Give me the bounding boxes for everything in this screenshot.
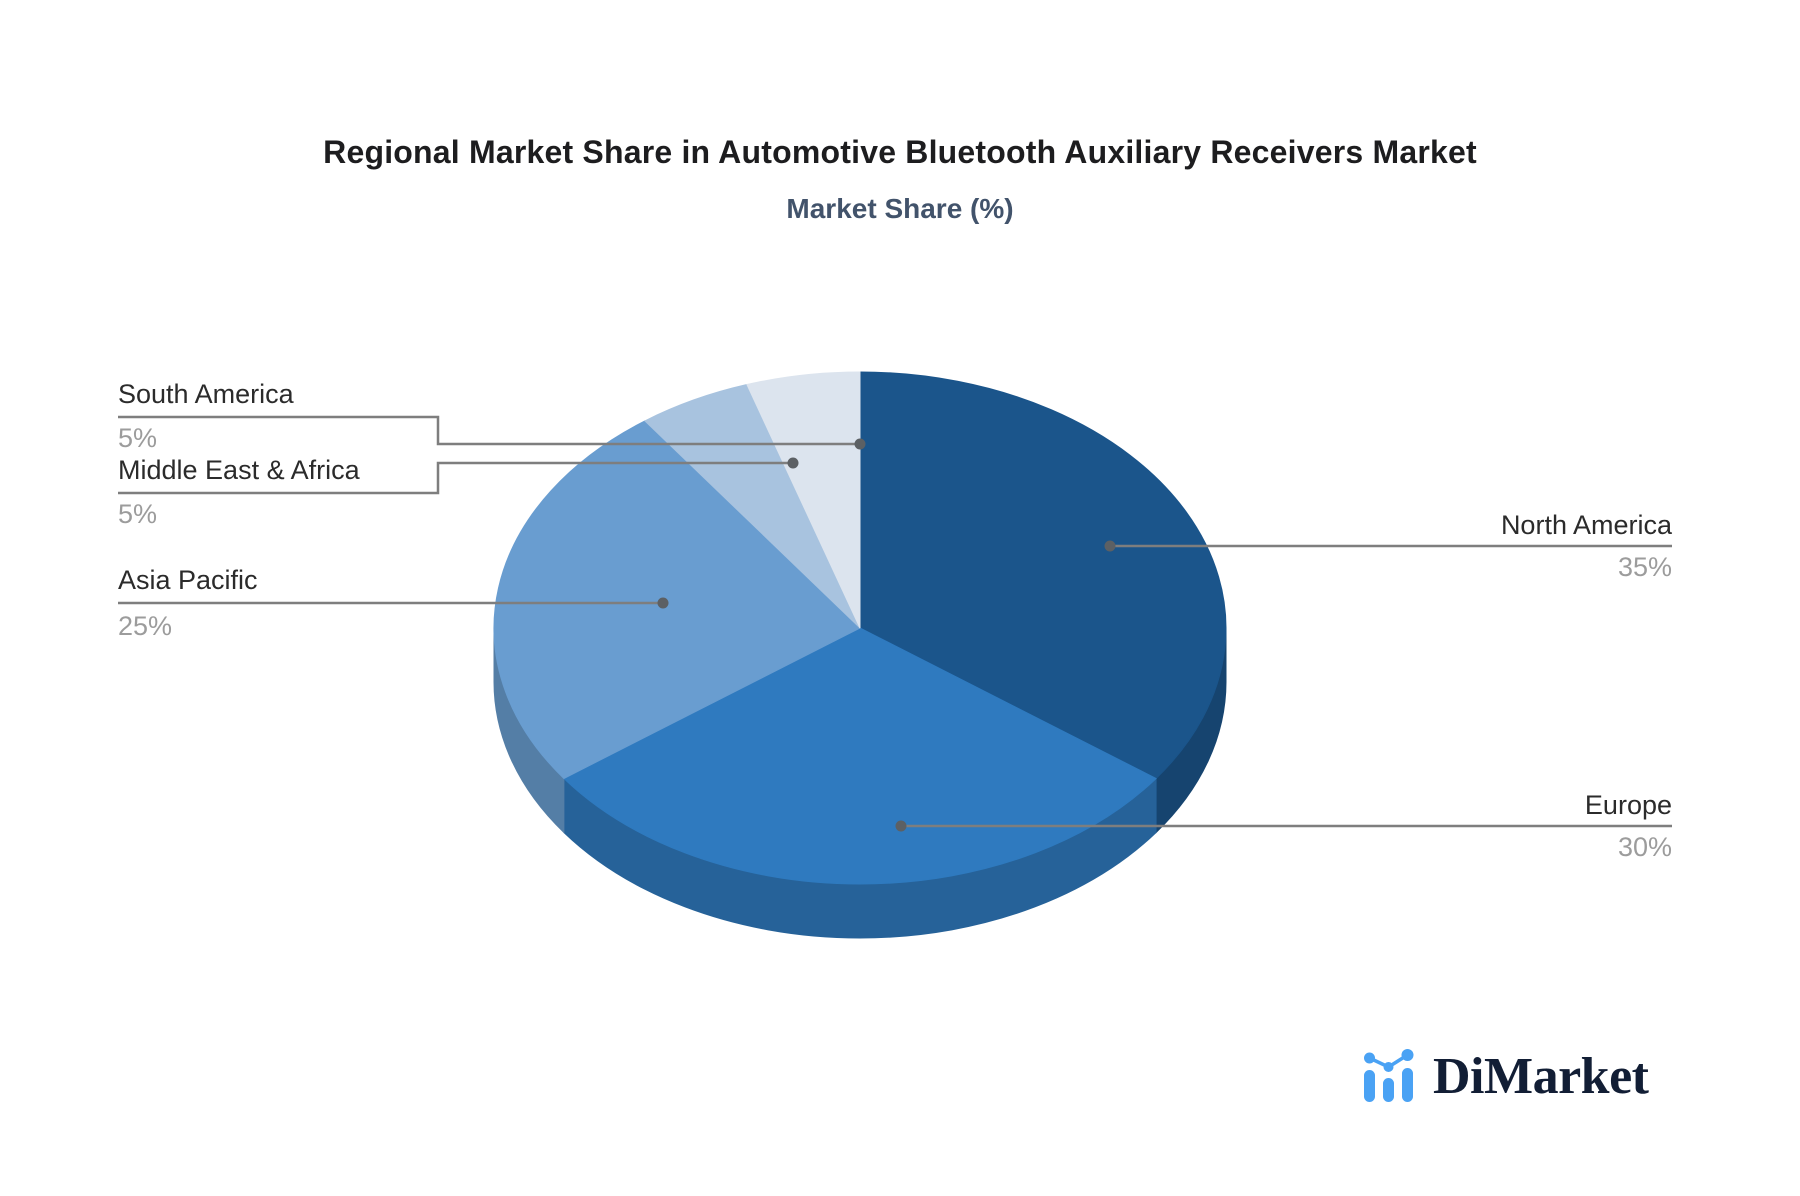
callout-leader-lines [118, 415, 1672, 832]
callout-label-europe: Europe [1584, 790, 1672, 820]
leader-line-south-america [118, 415, 860, 446]
logo-text: DiMarket [1433, 1048, 1649, 1105]
callout-label-north-america: North America [1500, 510, 1672, 540]
leader-dot-south-america [854, 438, 866, 450]
callout-label-middle-east-africa: Middle East & Africa [118, 455, 360, 485]
pie-slice-asia-pacific [493, 420, 861, 780]
callout-label-asia-pacific: Asia Pacific [118, 565, 258, 595]
callout-value-north-america: 35% [1617, 552, 1672, 582]
callout-value-middle-east-africa: 5% [118, 499, 158, 529]
leader-dot-asia-pacific [657, 597, 669, 609]
leader-dot-north-america [1104, 540, 1116, 552]
callout-value-south-america: 5% [118, 423, 158, 453]
bar-chart-trend-icon [1364, 1049, 1414, 1102]
chart-title: Regional Market Share in Automotive Blue… [323, 134, 1477, 170]
callout-label-south-america: South America [118, 379, 294, 409]
callout-value-asia-pacific: 25% [118, 611, 173, 641]
pie-slice-north-america [859, 371, 1227, 780]
leader-line-middle-east-africa [118, 461, 793, 495]
dimarket-logo: DiMarket [1362, 1042, 1649, 1106]
chart-subtitle: Market Share (%) [786, 193, 1014, 224]
leader-dot-middle-east-africa [787, 457, 799, 469]
leader-dot-europe [895, 820, 907, 832]
pie-slices [493, 371, 1227, 885]
callout-value-europe: 30% [1617, 832, 1672, 862]
pie-slice-south-america [746, 371, 861, 629]
